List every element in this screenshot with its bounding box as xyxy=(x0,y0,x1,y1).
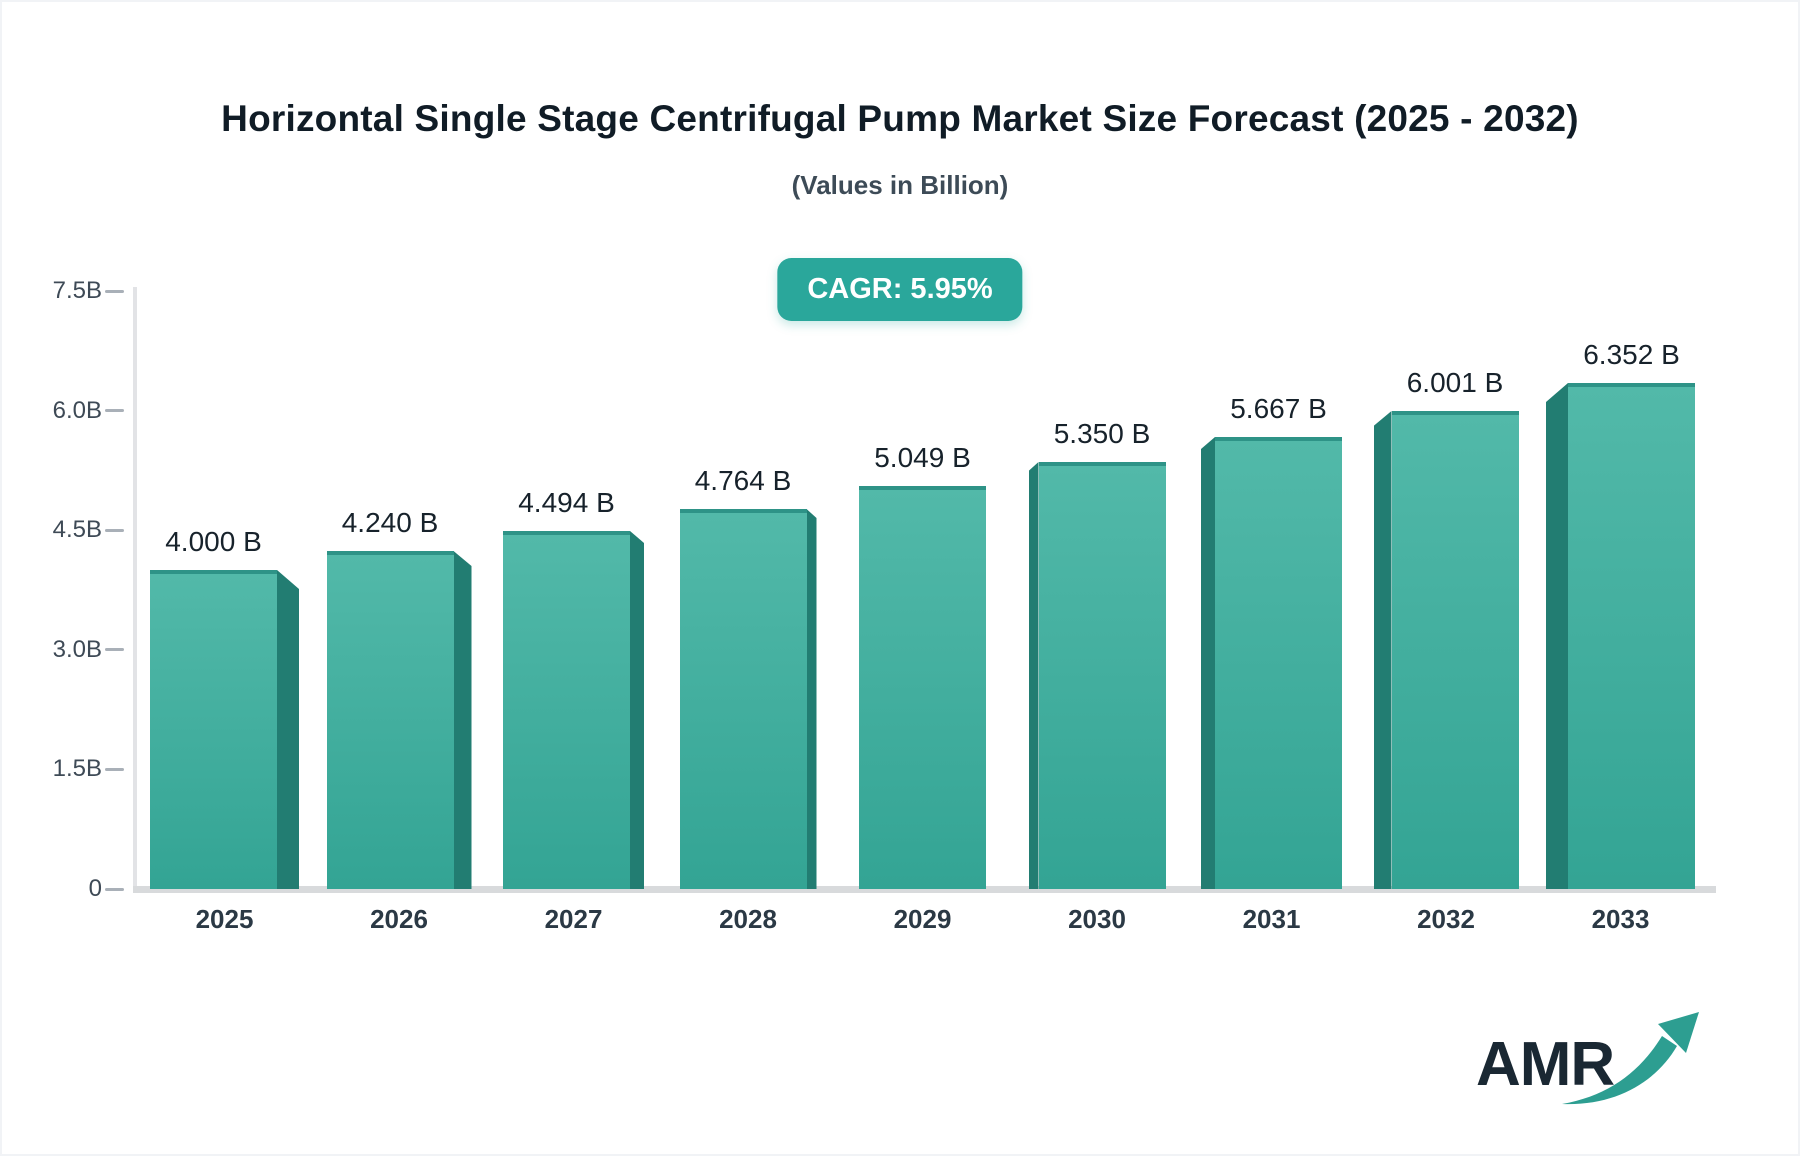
x-axis-label: 2033 xyxy=(1591,904,1650,934)
logo-arrow-icon xyxy=(1562,1012,1699,1105)
bar-side-face xyxy=(1201,437,1215,889)
y-axis-tick-label: 7.5B xyxy=(52,277,102,304)
bar-side-face xyxy=(453,551,472,889)
bar-2033: 6.352 B xyxy=(1546,339,1695,889)
x-axis-label: 2032 xyxy=(1417,904,1475,934)
y-axis-tick-mark xyxy=(105,528,124,532)
bar-side-face xyxy=(806,509,817,889)
x-axis-label: 2025 xyxy=(195,904,254,934)
x-axis-label: 2031 xyxy=(1242,904,1301,934)
y-axis-tick-mark xyxy=(105,409,124,413)
amr-logo: AMR xyxy=(1476,1010,1706,1110)
chart-subtitle: (Values in Billion) xyxy=(791,170,1009,200)
bar-value-label: 4.764 B xyxy=(694,465,792,496)
logo-text: AMR xyxy=(1476,1030,1615,1099)
bar-face xyxy=(1215,437,1342,889)
bar-value-label: 4.494 B xyxy=(518,487,615,518)
bar-2030: 5.350 B xyxy=(1028,418,1166,889)
bar-face xyxy=(679,509,807,889)
bar-face xyxy=(150,570,277,889)
y-axis-tick-label: 4.5B xyxy=(52,516,102,544)
y-axis-tick-label: 6.0B xyxy=(52,396,102,424)
bar-side-face xyxy=(630,531,644,889)
bar-2028: 4.764 B xyxy=(679,465,817,889)
bar-side-face xyxy=(1373,411,1392,889)
bar-value-label: 5.350 B xyxy=(1053,418,1151,449)
y-axis-tick-label: 1.5B xyxy=(52,755,102,783)
y-axis-tick-mark xyxy=(105,648,124,652)
bar-face xyxy=(503,531,630,889)
x-axis-line xyxy=(133,886,1716,893)
bar-value-label: 5.667 B xyxy=(1230,393,1327,424)
x-axis-label: 2026 xyxy=(370,904,428,934)
y-axis-tick-mark xyxy=(105,767,124,771)
chart-title: Horizontal Single Stage Centrifugal Pump… xyxy=(221,98,1579,139)
y-axis-tick-mark xyxy=(105,289,124,293)
bar-side-face xyxy=(1028,462,1039,889)
x-axis-label: 2029 xyxy=(893,904,952,934)
bar-face xyxy=(326,551,454,889)
y-axis-tick-label: 3.0B xyxy=(52,635,102,663)
bar-face xyxy=(1391,411,1519,889)
bar-face xyxy=(1038,462,1166,889)
bar-value-label: 4.240 B xyxy=(341,507,439,538)
bar-face xyxy=(1568,383,1695,889)
y-axis-line xyxy=(133,287,137,889)
bar-2029: 5.049 B xyxy=(859,442,986,889)
bar-2031: 5.667 B xyxy=(1201,393,1342,889)
bar-value-label: 5.049 B xyxy=(874,442,971,473)
bar-2027: 4.494 B xyxy=(503,487,644,889)
cagr-badge: CAGR: 5.95% xyxy=(777,258,1023,321)
bar-value-label: 6.001 B xyxy=(1406,367,1504,398)
bar-2026: 4.240 B xyxy=(326,507,472,889)
bar-side-face xyxy=(1546,383,1568,889)
y-axis-tick-mark xyxy=(105,887,124,891)
y-axis-tick-label: 0 xyxy=(88,875,102,902)
x-axis-label: 2027 xyxy=(544,904,603,934)
bar-2025: 4.000 B xyxy=(150,526,299,889)
x-axis-label: 2030 xyxy=(1068,904,1126,934)
bar-value-label: 6.352 B xyxy=(1583,339,1680,370)
bar-2032: 6.001 B xyxy=(1373,367,1519,889)
x-axis-label: 2028 xyxy=(719,904,777,934)
bar-side-face xyxy=(277,570,299,889)
bar-face xyxy=(859,486,986,889)
bar-value-label: 4.000 B xyxy=(165,526,262,557)
